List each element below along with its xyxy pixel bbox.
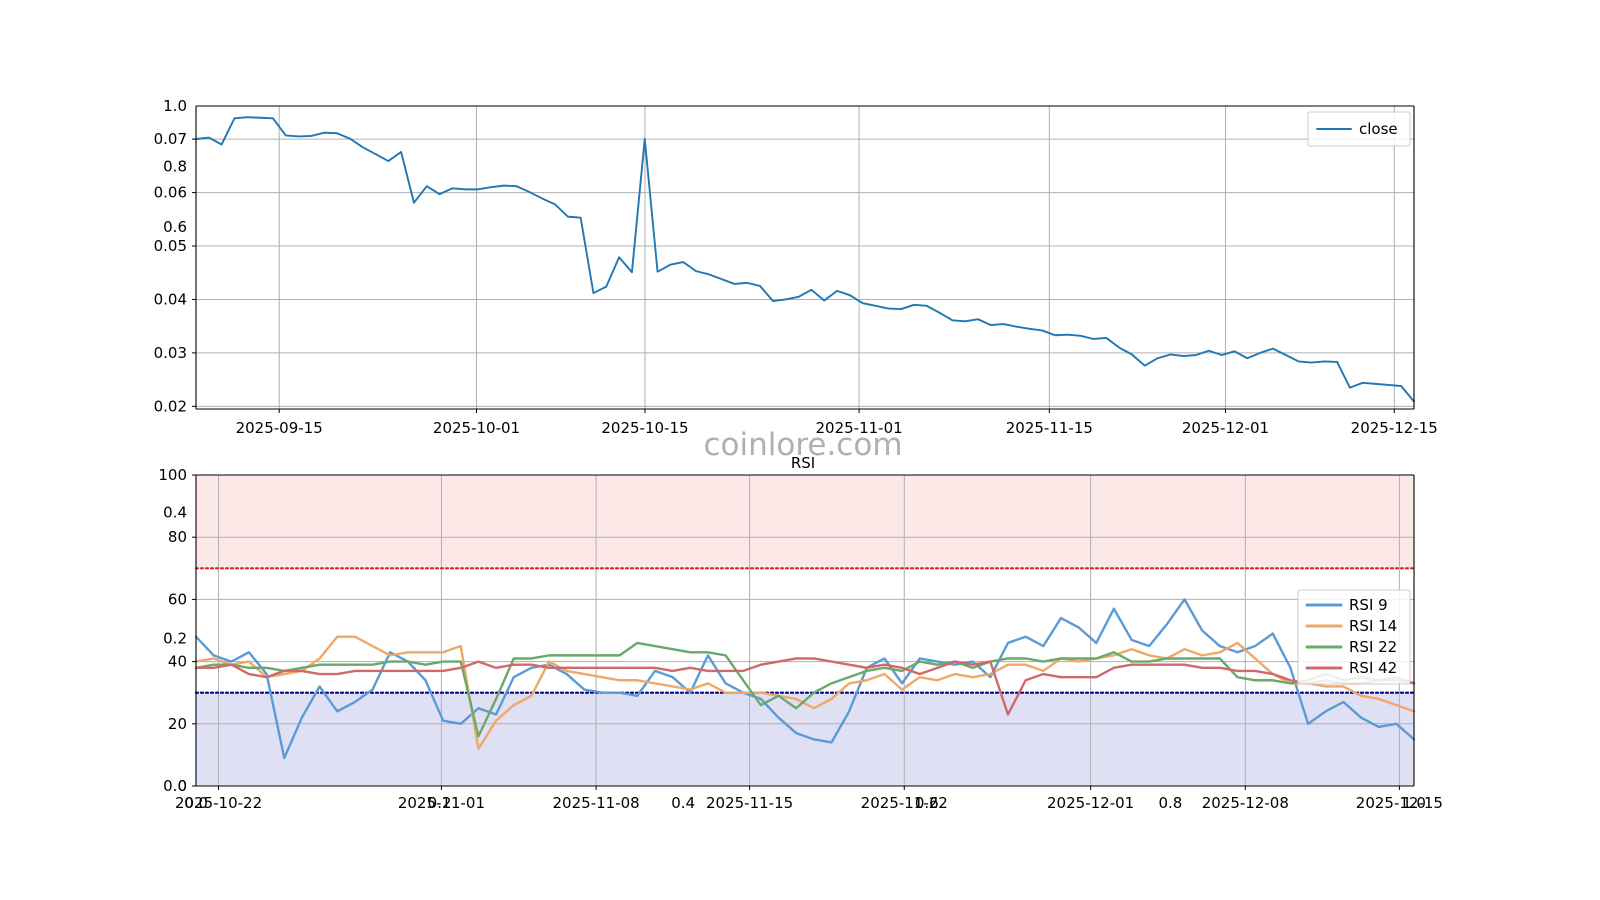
- rsi-x-tick-label: 2025-10-22: [175, 794, 262, 812]
- price-y-tick-label: 0.02: [154, 397, 187, 415]
- rsi-series-group: [194, 598, 1416, 760]
- price-x-tick-label: 2025-11-01: [815, 419, 902, 437]
- rsi-y-tick-label-overlay: 0.0: [163, 777, 187, 795]
- rsi-y-tick-label: 0: [177, 777, 187, 795]
- rsi-y-tick-labels-overlay: 0.4 0.2 0.0: [163, 503, 187, 795]
- price-y-tick-labels-overlay: 1.0 0.8 0.6: [163, 97, 187, 236]
- price-y-tick-label: 0.07: [154, 130, 187, 148]
- price-plot-background: [196, 106, 1414, 409]
- rsi-axes-spines: [195, 474, 1415, 787]
- price-x-tick-label: 2025-11-15: [1006, 419, 1093, 437]
- price-gridlines: [196, 106, 1414, 409]
- price-y-tick-label-overlay: 1.0: [163, 97, 187, 115]
- rsi-x-tick-label-overlay: 0.6: [915, 794, 939, 812]
- rsi-x-tick-label: 2025-11-08: [553, 794, 640, 812]
- rsi-x-tick-label: 2025-11-22: [861, 794, 948, 812]
- rsi-series-RSI 9: [194, 598, 1416, 760]
- rsi-x-tick-label: 2025-11-15: [706, 794, 793, 812]
- rsi-x-tick-label-overlay: 0.2: [428, 794, 452, 812]
- rsi-y-tick-label-overlay: 0.4: [163, 503, 187, 521]
- price-x-tick-label: 2025-10-01: [433, 419, 520, 437]
- price-y-tick-label: 0.03: [154, 344, 187, 362]
- rsi-y-tick-label: 40: [168, 653, 187, 671]
- rsi-series-RSI 14: [194, 635, 1416, 750]
- price-y-tick-label: 0.06: [154, 184, 187, 202]
- rsi-y-tick-label-overlay: 0.2: [163, 629, 187, 647]
- rsi-y-tick-label: 20: [168, 715, 187, 733]
- price-y-tick-label: 0.04: [154, 290, 187, 308]
- price-y-tick-label: 0.05: [154, 237, 187, 255]
- price-legend-label-close: close: [1359, 120, 1398, 138]
- rsi-x-tick-label: 2025-11-01: [398, 794, 485, 812]
- price-x-tick-labels: 2025-09-15 2025-10-01 2025-10-15 2025-11-01…: [236, 409, 1438, 437]
- price-series-close: [195, 116, 1415, 403]
- rsi-legend-label-RSI-42: RSI 42: [1349, 659, 1397, 677]
- rsi-threshold-bands: [196, 475, 1414, 786]
- rsi-legend-box: [1297, 589, 1411, 685]
- price-x-tick-label: 2025-09-15: [236, 419, 323, 437]
- rsi-legend[interactable]: RSI 9 RSI 14 RSI 22 RSI 42: [1297, 589, 1411, 685]
- rsi-series-RSI 42: [194, 657, 1416, 716]
- rsi-x-tick-label: 2025-12-08: [1202, 794, 1289, 812]
- price-series-group: [195, 116, 1415, 403]
- rsi-y-tick-label: 80: [168, 528, 187, 546]
- price-x-tick-label: 2025-12-15: [1351, 419, 1438, 437]
- price-y-tick-label-overlay: 0.8: [163, 158, 187, 176]
- price-y-tick-labels: 0.07 0.06 0.05 0.04 0.03 0.02: [154, 130, 196, 415]
- price-x-tick-label: 2025-10-15: [601, 419, 688, 437]
- rsi-y-tick-label: 60: [168, 590, 187, 608]
- rsi-panel-title: RSI: [791, 454, 815, 472]
- rsi-legend-label-RSI-22: RSI 22: [1349, 638, 1397, 656]
- rsi-x-tick-label-overlay: 0.8: [1158, 794, 1182, 812]
- rsi-x-tick-label: 2025-12-01: [1047, 794, 1134, 812]
- rsi-x-tick-labels-overlay: 0.0 0.2 0.4 0.6 0.8 1.0: [184, 794, 1426, 812]
- price-y-tick-label-overlay: 0.6: [163, 218, 187, 236]
- rsi-threshold-lines: [194, 567, 1416, 694]
- price-panel: 0.07 0.06 0.05 0.04 0.03 0.02 1.0 0.8 0.6 2025-…: [154, 97, 1438, 437]
- price-legend[interactable]: close: [1307, 111, 1411, 147]
- rsi-legend-label-RSI-9: RSI 9: [1349, 596, 1388, 614]
- rsi-y-tick-labels: 100 80 60 40 20 0: [158, 466, 196, 795]
- price-axes-spines: [195, 105, 1415, 410]
- rsi-band-0-30: [196, 692, 1414, 786]
- price-legend-box: [1307, 111, 1411, 147]
- rsi-series-RSI 22: [194, 641, 1416, 738]
- rsi-x-tick-label-overlay: 1.0: [1402, 794, 1426, 812]
- rsi-band-70-100: [196, 475, 1414, 569]
- watermark: coinlore.com: [703, 427, 902, 463]
- rsi-x-tick-label: 2025-12-15: [1356, 794, 1443, 812]
- rsi-x-tick-labels: 2025-10-22 2025-11-01 2025-11-08 2025-11-15…: [175, 786, 1443, 812]
- rsi-x-tick-label-overlay: 0.0: [184, 794, 208, 812]
- rsi-y-tick-label: 100: [158, 466, 187, 484]
- rsi-legend-label-RSI-14: RSI 14: [1349, 617, 1397, 635]
- rsi-x-tick-label-overlay: 0.4: [671, 794, 695, 812]
- price-x-tick-label: 2025-12-01: [1182, 419, 1269, 437]
